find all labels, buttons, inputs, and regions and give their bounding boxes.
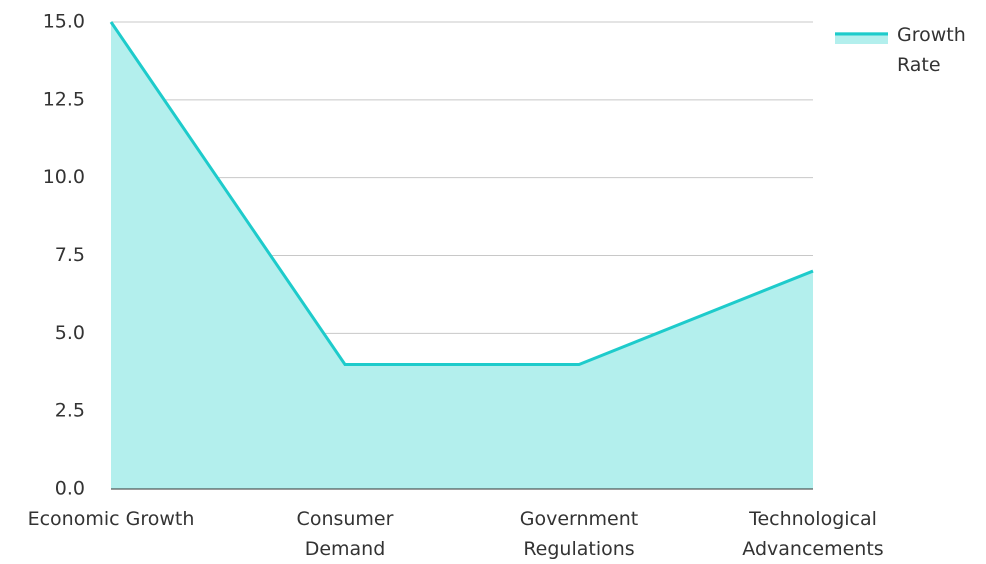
y-tick-label: 2.5 [55,400,85,422]
y-tick-label: 12.5 [43,88,85,110]
area [111,22,813,489]
x-tick-label: Consumer Demand [296,508,394,560]
x-tick-label: Technological Advancements [742,508,884,560]
legend-label: Growth Rate [897,24,966,76]
y-tick-label: 7.5 [55,244,85,266]
line [109,21,814,366]
x-tick-label: Government Regulations [519,508,639,560]
x-tick-label: Economic Growth [27,508,195,530]
y-tick-label: 5.0 [55,322,85,344]
y-tick-label: 0.0 [55,478,85,500]
y-tick-label: 15.0 [43,11,85,33]
y-tick-label: 10.0 [43,166,85,188]
